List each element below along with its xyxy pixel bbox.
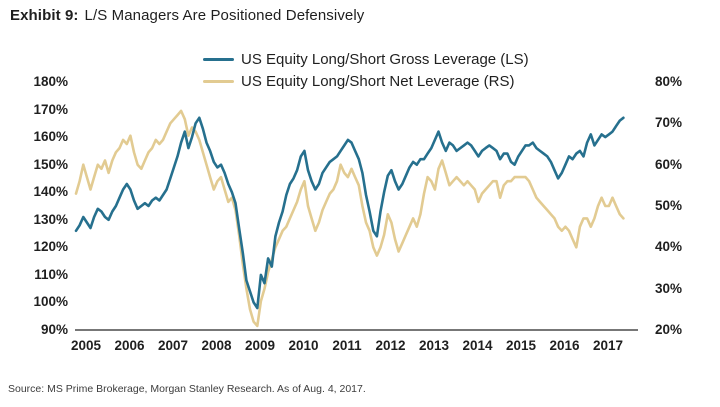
year-tick-2005: 2005 <box>70 338 102 353</box>
left-tick-120%: 120% <box>33 239 68 255</box>
right-tick-50%: 50% <box>655 198 683 213</box>
legend-label-net-leverage: US Equity Long/Short Net Leverage (RS) <box>241 72 515 90</box>
year-tick-2007: 2007 <box>157 338 189 353</box>
left-tick-160%: 160% <box>33 129 68 145</box>
right-tick-20%: 20% <box>655 322 683 337</box>
year-tick-2006: 2006 <box>114 338 145 353</box>
chart-legend: US Equity Long/Short Gross Leverage (LS)… <box>203 50 529 90</box>
exhibit-title: Exhibit 9: L/S Managers Are Positioned De… <box>10 7 364 24</box>
year-tick-2014: 2014 <box>462 338 493 353</box>
source-note: Source: MS Prime Brokerage, Morgan Stanl… <box>8 383 366 395</box>
year-tick-2008: 2008 <box>201 338 232 353</box>
right-tick-70%: 70% <box>655 115 683 131</box>
net-leverage-line <box>74 109 625 328</box>
year-tick-2009: 2009 <box>244 338 276 353</box>
legend-item-net-leverage: US Equity Long/Short Net Leverage (RS) <box>203 72 529 90</box>
year-tick-2010: 2010 <box>288 338 319 353</box>
left-tick-150%: 150% <box>33 156 68 172</box>
right-tick-80%: 80% <box>655 74 683 89</box>
right-tick-60%: 60% <box>655 156 683 172</box>
year-tick-2016: 2016 <box>549 338 580 353</box>
legend-label-gross-leverage: US Equity Long/Short Gross Leverage (LS) <box>241 50 529 68</box>
legend-item-gross-leverage: US Equity Long/Short Gross Leverage (LS) <box>203 50 529 68</box>
left-tick-100%: 100% <box>33 294 68 310</box>
net-leverage-line-swatch <box>203 79 234 83</box>
gross-leverage-line <box>74 116 625 310</box>
year-tick-2017: 2017 <box>592 338 624 353</box>
exhibit-title-text: L/S Managers Are Positioned Defensively <box>84 7 365 24</box>
left-tick-130%: 130% <box>33 211 68 227</box>
left-tick-180%: 180% <box>33 74 68 89</box>
left-tick-140%: 140% <box>33 184 68 200</box>
right-tick-30%: 30% <box>655 280 683 296</box>
year-tick-2015: 2015 <box>505 338 537 353</box>
exhibit-number-label: Exhibit 9: <box>10 7 79 24</box>
year-tick-2013: 2013 <box>418 338 450 353</box>
right-tick-40%: 40% <box>655 239 683 255</box>
year-tick-2012: 2012 <box>375 338 406 353</box>
left-tick-90%: 90% <box>40 322 68 337</box>
year-tick-2011: 2011 <box>332 338 362 353</box>
left-tick-170%: 170% <box>33 101 68 117</box>
left-tick-110%: 110% <box>34 266 68 282</box>
gross-leverage-line-swatch <box>203 57 234 61</box>
